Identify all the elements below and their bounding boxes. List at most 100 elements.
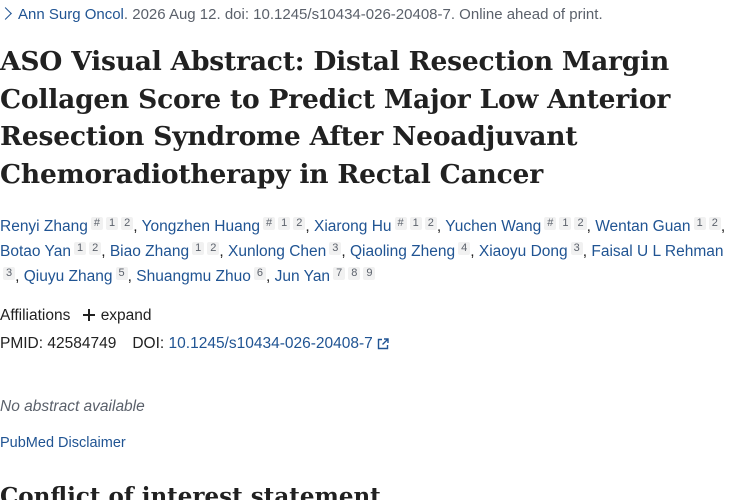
affiliation-ref-badge[interactable]: 2 (574, 217, 587, 230)
author-item: Biao Zhang 1 2 (109, 242, 220, 260)
affiliation-ref-badge[interactable]: 3 (329, 242, 342, 255)
affiliation-ref-badge[interactable]: 1 (559, 217, 572, 230)
author-affiliation-refs: 3 (326, 242, 342, 260)
affiliation-ref-badge[interactable]: # (90, 217, 104, 230)
author-affiliation-refs: 6 (251, 267, 266, 285)
author-affiliation-refs: #1 2 (392, 217, 437, 235)
affiliation-ref-badge[interactable]: 2 (207, 242, 220, 255)
author-item: Yongzhen Huang #1 2 (141, 217, 306, 235)
author-item: Wentan Guan 1 2 (595, 217, 721, 235)
doi-link[interactable]: 10.1245/s10434-026-20408-7 (169, 335, 389, 352)
author-link[interactable]: Faisal U L Rehman (591, 243, 724, 260)
affiliations-label: Affiliations (0, 307, 71, 324)
author-affiliation-refs: 3 (0, 267, 16, 285)
author-affiliation-refs: #1 2 (541, 217, 587, 235)
external-link-icon (377, 338, 389, 350)
author-item: Xiaoyu Dong 3 (478, 242, 583, 260)
pmid-value: 42584749 (47, 335, 117, 352)
affiliation-ref-badge[interactable]: 6 (253, 267, 266, 280)
author-link[interactable]: Xiaoyu Dong (478, 243, 568, 260)
affiliation-ref-badge[interactable]: 1 (192, 242, 205, 255)
author-link[interactable]: Botao Yan (0, 243, 71, 260)
author-separator: , (586, 218, 596, 235)
no-abstract-note: No abstract available (0, 398, 145, 415)
article-title: ASO Visual Abstract: Distal Resection Ma… (0, 46, 671, 190)
affiliation-ref-badge[interactable]: # (262, 217, 276, 230)
author-separator: , (436, 218, 446, 235)
author-list: Renyi Zhang #1 2, Yongzhen Huang #1 2, Xiaro… (0, 214, 740, 289)
plus-icon (82, 309, 95, 321)
author-separator: , (133, 218, 142, 235)
journal-link[interactable]: Ann Surg Oncol (18, 6, 124, 23)
pmid-label: PMID: (0, 335, 44, 352)
affiliations-expand-button[interactable]: expand (81, 305, 152, 327)
author-affiliation-refs: 3 (568, 242, 583, 260)
author-separator: , (15, 268, 24, 285)
affiliation-ref-badge[interactable]: 1 (278, 217, 291, 230)
author-affiliation-refs: 4 (455, 242, 471, 260)
affiliation-ref-badge[interactable]: 2 (424, 217, 437, 230)
author-separator: , (305, 218, 314, 235)
affiliation-ref-badge[interactable]: 1 (106, 217, 119, 230)
affiliation-ref-badge[interactable]: 4 (458, 242, 471, 255)
author-link[interactable]: Jun Yan (274, 268, 331, 285)
author-separator: , (582, 243, 592, 260)
affiliation-ref-badge[interactable]: # (394, 217, 407, 230)
author-link[interactable]: Yuchen Wang (445, 218, 542, 235)
affiliation-ref-badge[interactable]: 1 (409, 217, 422, 230)
affiliation-ref-badge[interactable]: 5 (115, 267, 128, 280)
affiliations-row: Affiliations expand (0, 305, 152, 327)
author-link[interactable]: Qiuyu Zhang (23, 268, 113, 285)
author-item: Xunlong Chen 3 (228, 242, 342, 260)
author-item: Jun Yan 7 8 9 (274, 267, 376, 285)
affiliation-ref-badge[interactable]: # (544, 217, 557, 230)
affiliation-ref-badge[interactable]: 8 (348, 267, 361, 280)
affiliation-ref-badge[interactable]: 9 (363, 267, 376, 280)
affiliation-ref-badge[interactable]: 2 (121, 217, 134, 230)
author-item: Renyi Zhang #1 2 (0, 217, 134, 235)
affiliation-ref-badge[interactable]: 1 (73, 242, 87, 255)
author-item: Botao Yan 1 2 (0, 242, 102, 260)
affiliation-ref-badge[interactable]: 3 (3, 267, 16, 280)
author-item: Shuangmu Zhuo 6 (136, 267, 266, 285)
author-item: Yuchen Wang #1 2 (445, 217, 587, 235)
author-separator: , (219, 243, 228, 260)
citation-line: Ann Surg Oncol. 2026 Aug 12. doi: 10.124… (0, 4, 603, 26)
doi-value: 10.1245/s10434-026-20408-7 (168, 335, 373, 352)
author-link[interactable]: Renyi Zhang (0, 218, 88, 235)
expand-label: expand (100, 307, 152, 324)
author-affiliation-refs: #1 2 (88, 217, 134, 235)
author-separator: , (341, 243, 350, 260)
affiliation-ref-badge[interactable]: 2 (293, 217, 306, 230)
author-affiliation-refs: #1 2 (260, 217, 306, 235)
affiliation-ref-badge[interactable]: 1 (693, 217, 706, 230)
affiliation-ref-badge[interactable]: 2 (708, 217, 721, 230)
author-link[interactable]: Yongzhen Huang (141, 218, 260, 235)
author-link[interactable]: Xiarong Hu (313, 218, 392, 235)
citation-details: . 2026 Aug 12. doi: 10.1245/s10434-026-2… (123, 6, 603, 23)
affiliation-ref-badge[interactable]: 2 (89, 242, 102, 255)
pubmed-disclaimer-link[interactable]: PubMed Disclaimer (0, 435, 126, 451)
author-link[interactable]: Qiaoling Zheng (350, 243, 456, 260)
author-item: Faisal U L Rehman 3 (0, 243, 723, 285)
affiliation-ref-badge[interactable]: 3 (570, 242, 583, 255)
doi-label: DOI: (132, 335, 165, 352)
identifiers-row: PMID: 42584749 DOI: 10.1245/s10434-026-20… (0, 333, 389, 355)
author-link[interactable]: Xunlong Chen (228, 243, 327, 260)
chevron-right-icon[interactable] (0, 7, 12, 20)
author-item: Xiarong Hu #1 2 (313, 217, 437, 235)
author-item: Qiaoling Zheng 4 (350, 242, 471, 260)
author-separator: , (265, 268, 275, 285)
author-link[interactable]: Wentan Guan (595, 218, 691, 235)
author-link[interactable]: Biao Zhang (109, 243, 190, 260)
affiliation-ref-badge[interactable]: 7 (333, 267, 346, 280)
author-link[interactable]: Shuangmu Zhuo (136, 268, 251, 285)
author-affiliation-refs: 5 (113, 267, 128, 285)
author-separator: , (720, 218, 726, 235)
author-separator: , (101, 243, 110, 260)
